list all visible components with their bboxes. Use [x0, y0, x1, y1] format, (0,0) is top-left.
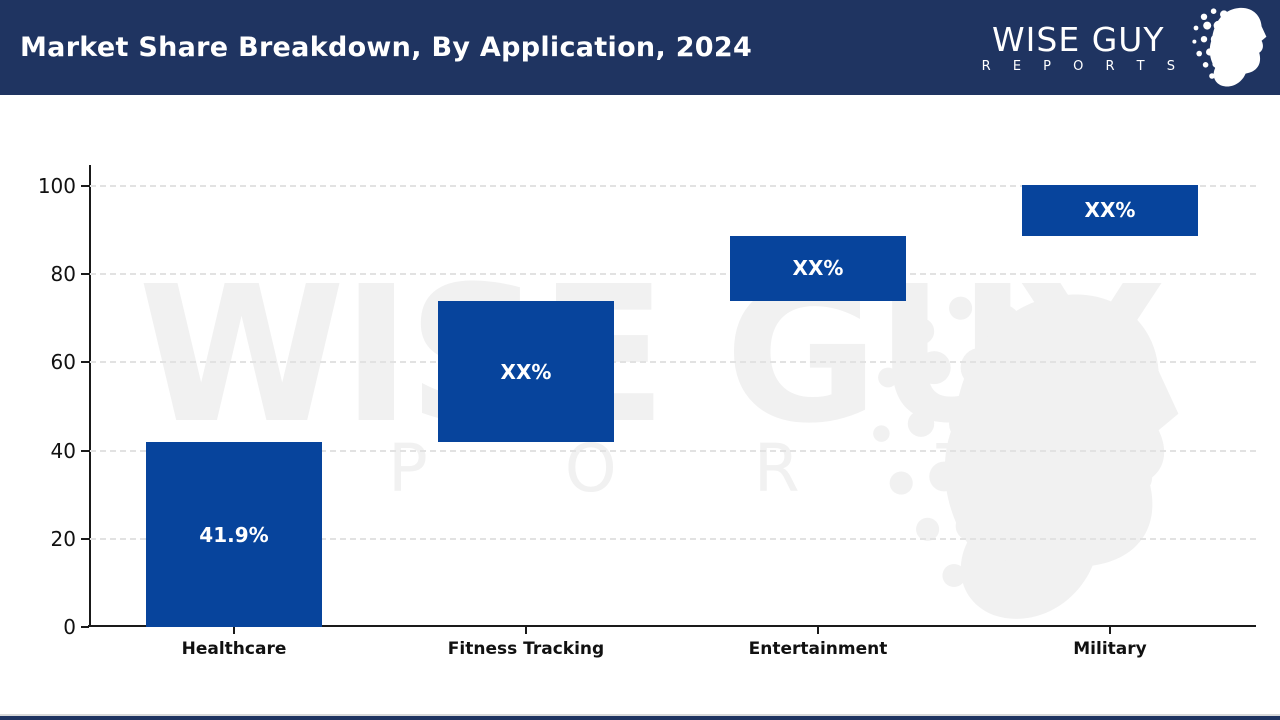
watermark-face-icon	[873, 294, 1179, 619]
y-tick-label: 100	[37, 174, 76, 198]
y-tick	[81, 185, 89, 187]
bar: 41.9%	[146, 442, 322, 627]
header-bar: Market Share Breakdown, By Application, …	[0, 0, 1280, 95]
x-tick	[233, 627, 235, 634]
y-tick-label: 20	[50, 526, 76, 551]
y-tick	[81, 449, 89, 452]
bar-label: XX%	[1084, 198, 1136, 223]
x-tick-label: Healthcare	[181, 639, 287, 659]
y-tick-label: 0	[63, 615, 76, 639]
logo-subtitle: R E P O R T S	[981, 58, 1184, 74]
page-title: Market Share Breakdown, By Application, …	[20, 32, 753, 63]
x-tick-label: Entertainment	[748, 639, 888, 659]
x-tick	[525, 627, 527, 634]
gridline	[90, 537, 1256, 540]
x-tick-label: Fitness Tracking	[447, 639, 605, 659]
bar-label: XX%	[500, 359, 552, 384]
x-tick	[1109, 627, 1111, 634]
gridline	[90, 449, 1256, 452]
x-axis-line	[88, 625, 1256, 627]
y-axis-line	[89, 165, 91, 627]
footer-divider	[0, 714, 1280, 716]
logo-wordmark: WISE GUY	[992, 19, 1165, 59]
x-tick-label: Military	[1073, 639, 1147, 659]
y-tick-label: 60	[50, 350, 76, 375]
bar: XX%	[730, 235, 906, 302]
wise-guy-logo: WISE GUY R E P O R T S	[973, 4, 1270, 92]
y-tick	[81, 537, 89, 540]
bar: XX%	[1022, 184, 1198, 236]
y-tick	[81, 626, 89, 628]
logo-text: WISE GUY R E P O R T S	[973, 23, 1184, 73]
bar-label: 41.9%	[199, 522, 269, 547]
gridline	[90, 361, 1256, 364]
y-tick-label: 80	[50, 262, 76, 287]
footer-bar	[0, 716, 1280, 720]
wise-guy-face-icon	[1192, 7, 1267, 87]
gridline	[90, 185, 1256, 187]
y-tick	[81, 273, 89, 276]
bar: XX%	[438, 301, 614, 443]
y-tick	[81, 361, 89, 364]
gridline	[90, 273, 1256, 276]
bar-label: XX%	[792, 256, 844, 281]
y-tick-label: 40	[50, 438, 76, 463]
x-tick	[817, 627, 819, 634]
